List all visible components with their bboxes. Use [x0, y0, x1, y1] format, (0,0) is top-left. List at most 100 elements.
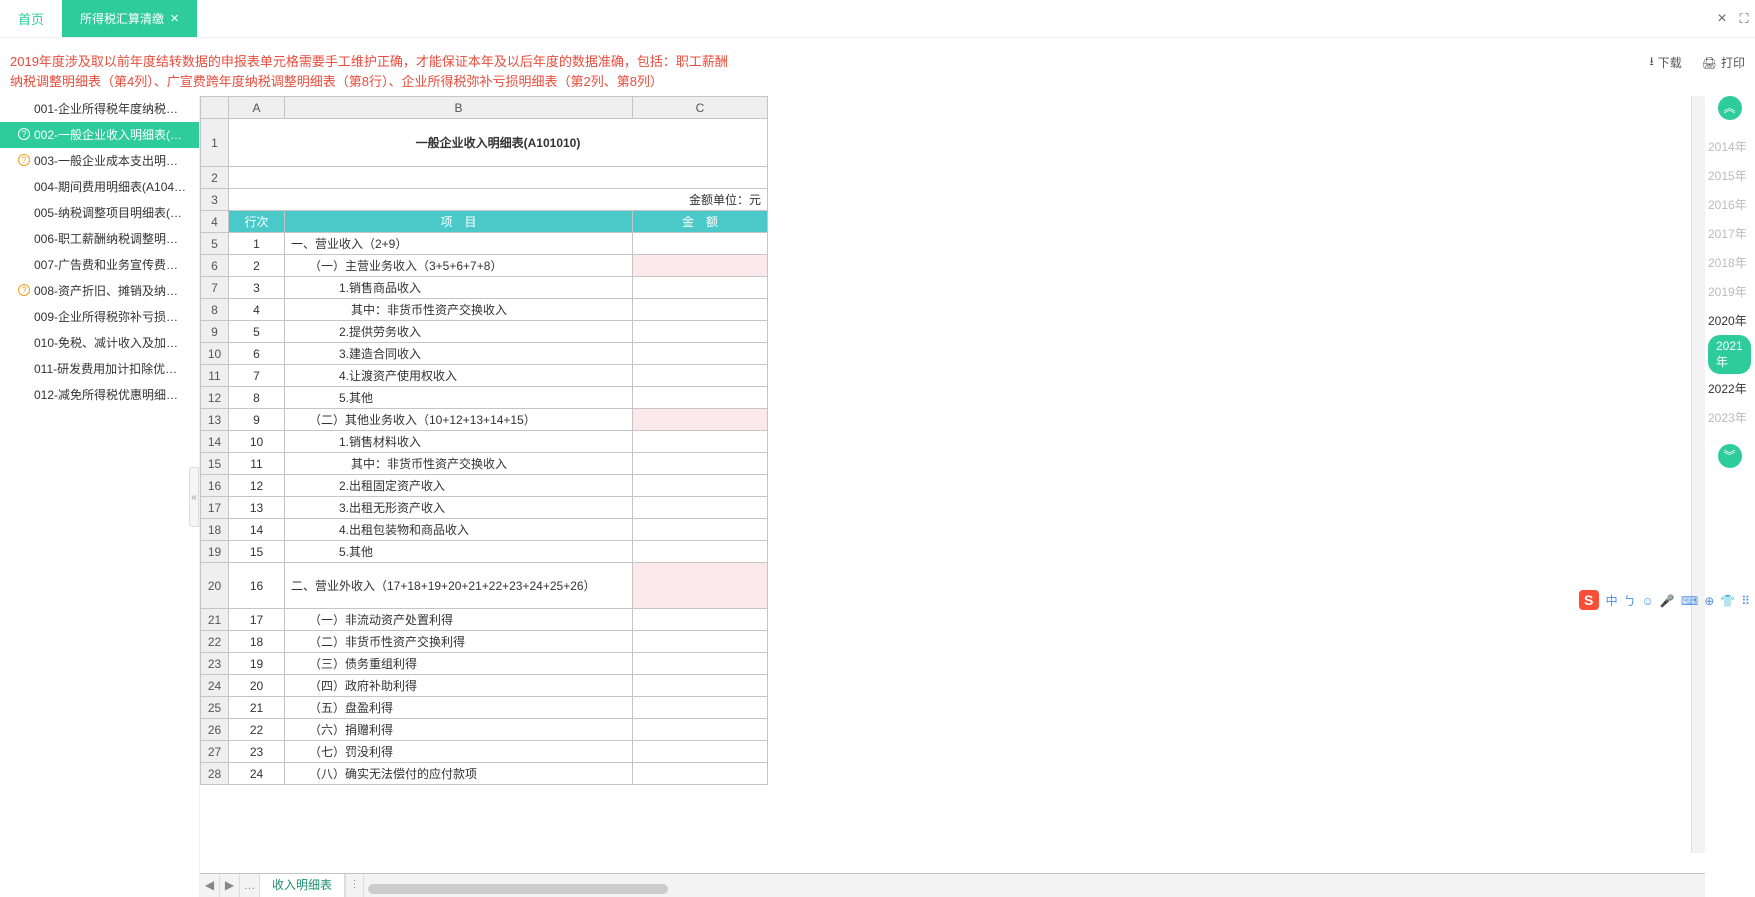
col-header[interactable]: A	[229, 97, 285, 119]
tab-home[interactable]: 首页	[0, 0, 62, 37]
item-cell[interactable]: 2.提供劳务收入	[285, 321, 633, 343]
year-option[interactable]: 2023年	[1708, 403, 1751, 432]
sheet-nav-first[interactable]: ◀	[200, 874, 220, 897]
collapse-sidebar-handle[interactable]: «	[189, 467, 199, 527]
horizontal-scrollbar[interactable]	[363, 874, 1705, 897]
item-cell[interactable]: 5.其他	[285, 541, 633, 563]
sheet-nav-prev[interactable]: ▶	[220, 874, 240, 897]
line-no-cell[interactable]: 24	[229, 763, 285, 785]
line-no-cell[interactable]: 6	[229, 343, 285, 365]
line-no-cell[interactable]: 17	[229, 609, 285, 631]
ime-icon[interactable]: 中	[1606, 594, 1618, 608]
sidebar-item[interactable]: 011-研发费用加计扣除优惠…	[0, 356, 199, 382]
line-no-cell[interactable]: 7	[229, 365, 285, 387]
line-no-cell[interactable]: 13	[229, 497, 285, 519]
amount-cell[interactable]	[633, 631, 768, 653]
row-number[interactable]: 1	[201, 119, 229, 167]
item-cell[interactable]: 5.其他	[285, 387, 633, 409]
line-no-cell[interactable]: 2	[229, 255, 285, 277]
tab-active[interactable]: 所得税汇算清缴 ✕	[62, 0, 197, 37]
row-number[interactable]: 16	[201, 475, 229, 497]
ime-icon[interactable]: ☺	[1642, 594, 1654, 608]
year-option[interactable]: 2022年	[1708, 374, 1751, 403]
row-number[interactable]: 15	[201, 453, 229, 475]
fullscreen-icon[interactable]: ⛶	[1733, 11, 1755, 27]
item-cell[interactable]: （七）罚没利得	[285, 741, 633, 763]
year-option[interactable]: 2016年	[1708, 190, 1751, 219]
amount-cell[interactable]	[633, 453, 768, 475]
amount-cell[interactable]	[633, 277, 768, 299]
sheet-pick[interactable]: …	[240, 874, 260, 897]
row-number[interactable]: 19	[201, 541, 229, 563]
row-number[interactable]: 11	[201, 365, 229, 387]
item-cell[interactable]: 4.出租包装物和商品收入	[285, 519, 633, 541]
line-no-cell[interactable]: 22	[229, 719, 285, 741]
amount-cell[interactable]	[633, 255, 768, 277]
line-no-cell[interactable]: 4	[229, 299, 285, 321]
amount-cell[interactable]	[633, 343, 768, 365]
amount-cell[interactable]	[633, 497, 768, 519]
row-number[interactable]: 27	[201, 741, 229, 763]
year-option[interactable]: 2015年	[1708, 161, 1751, 190]
row-number[interactable]: 12	[201, 387, 229, 409]
line-no-cell[interactable]: 9	[229, 409, 285, 431]
amount-cell[interactable]	[633, 697, 768, 719]
year-option[interactable]: 2014年	[1708, 132, 1751, 161]
line-no-cell[interactable]: 11	[229, 453, 285, 475]
spreadsheet-grid[interactable]: ABC1一般企业收入明细表(A101010)23金额单位：元4行次项 目金 额5…	[200, 96, 768, 785]
year-option[interactable]: 2019年	[1708, 277, 1751, 306]
row-number[interactable]: 23	[201, 653, 229, 675]
sidebar-item[interactable]: 006-职工薪酬纳税调整明细…	[0, 226, 199, 252]
line-no-cell[interactable]: 15	[229, 541, 285, 563]
sidebar-item[interactable]: 010-免税、减计收入及加计…	[0, 330, 199, 356]
row-number[interactable]: 7	[201, 277, 229, 299]
row-number[interactable]: 3	[201, 189, 229, 211]
row-number[interactable]: 25	[201, 697, 229, 719]
item-cell[interactable]: （一）主营业务收入（3+5+6+7+8）	[285, 255, 633, 277]
item-cell[interactable]: 1.销售商品收入	[285, 277, 633, 299]
row-number[interactable]: 28	[201, 763, 229, 785]
year-option[interactable]: 2020年	[1708, 306, 1751, 335]
sheet-tab-active[interactable]: 收入明细表	[260, 874, 345, 897]
ime-icon[interactable]: 🎤	[1660, 594, 1675, 608]
amount-cell[interactable]	[633, 563, 768, 609]
item-cell[interactable]: （一）非流动资产处置利得	[285, 609, 633, 631]
sidebar-item[interactable]: ?008-资产折旧、摊销及纳税…	[0, 278, 199, 304]
line-no-cell[interactable]: 21	[229, 697, 285, 719]
line-no-cell[interactable]: 3	[229, 277, 285, 299]
sidebar-item[interactable]: ?003-一般企业成本支出明细…	[0, 148, 199, 174]
item-cell[interactable]: （四）政府补助利得	[285, 675, 633, 697]
row-number[interactable]: 5	[201, 233, 229, 255]
amount-cell[interactable]	[633, 763, 768, 785]
item-cell[interactable]: 1.销售材料收入	[285, 431, 633, 453]
amount-cell[interactable]	[633, 741, 768, 763]
line-no-cell[interactable]: 20	[229, 675, 285, 697]
item-cell[interactable]: 二、营业外收入（17+18+19+20+21+22+23+24+25+26）	[285, 563, 633, 609]
vertical-scrollbar[interactable]	[1691, 96, 1705, 853]
item-cell[interactable]: 其中：非货币性资产交换收入	[285, 299, 633, 321]
amount-cell[interactable]	[633, 299, 768, 321]
year-option[interactable]: 2017年	[1708, 219, 1751, 248]
amount-cell[interactable]	[633, 387, 768, 409]
sheet-split[interactable]: ⋮	[345, 874, 363, 897]
item-cell[interactable]: （二）非货币性资产交换利得	[285, 631, 633, 653]
line-no-cell[interactable]: 1	[229, 233, 285, 255]
row-number[interactable]: 2	[201, 167, 229, 189]
row-number[interactable]: 24	[201, 675, 229, 697]
amount-cell[interactable]	[633, 675, 768, 697]
print-button[interactable]: 🖨 打印	[1702, 52, 1745, 73]
row-number[interactable]: 9	[201, 321, 229, 343]
item-cell[interactable]: 4.让渡资产使用权收入	[285, 365, 633, 387]
row-number[interactable]: 17	[201, 497, 229, 519]
year-option[interactable]: 2021年	[1708, 335, 1751, 374]
line-no-cell[interactable]: 19	[229, 653, 285, 675]
amount-cell[interactable]	[633, 541, 768, 563]
item-cell[interactable]: （六）捐赠利得	[285, 719, 633, 741]
sidebar-item[interactable]: 001-企业所得税年度纳税申…	[0, 96, 199, 122]
line-no-cell[interactable]: 12	[229, 475, 285, 497]
amount-cell[interactable]	[633, 409, 768, 431]
row-number[interactable]: 26	[201, 719, 229, 741]
row-number[interactable]: 6	[201, 255, 229, 277]
line-no-cell[interactable]: 10	[229, 431, 285, 453]
item-cell[interactable]: 其中：非货币性资产交换收入	[285, 453, 633, 475]
